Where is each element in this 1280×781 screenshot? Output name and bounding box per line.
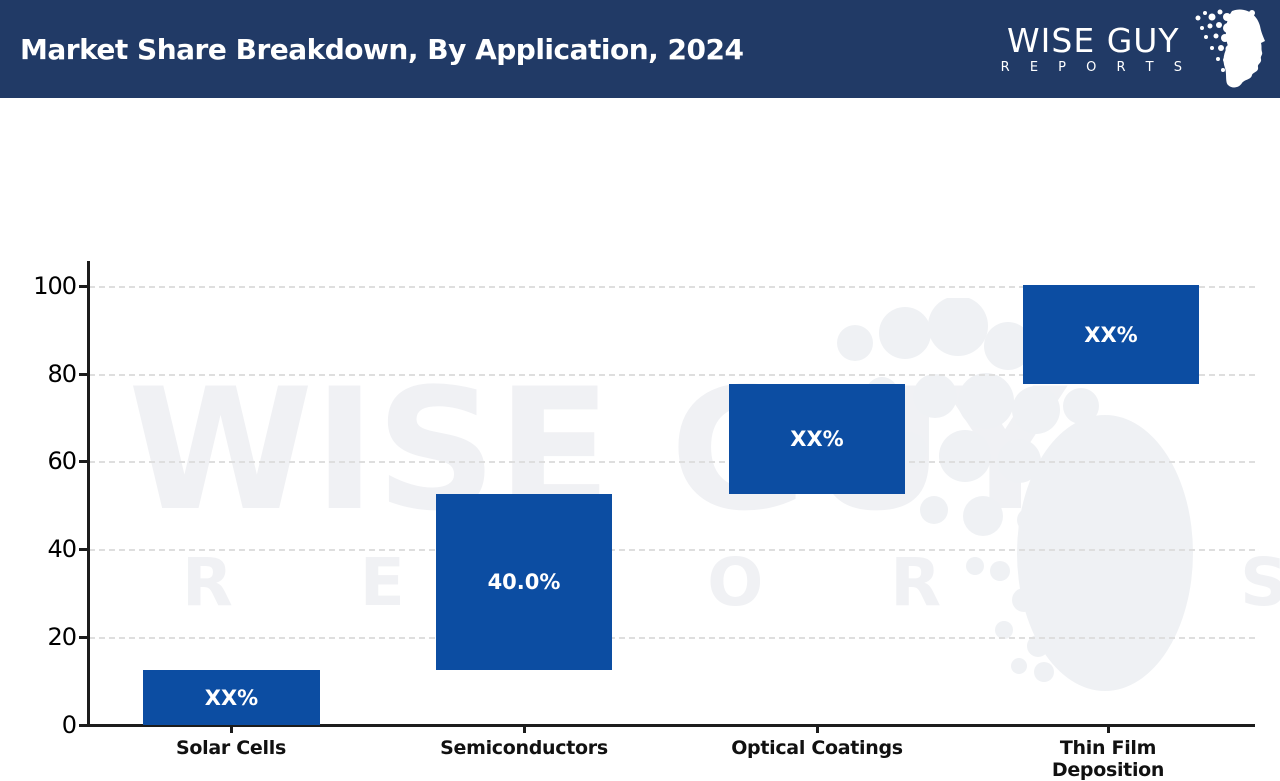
y-tick-label: 0 xyxy=(61,711,77,739)
bar-semiconductors: 40.0% xyxy=(436,494,612,670)
brand-wordmark: WISE GUY R E P O R T S xyxy=(997,20,1190,75)
face-dots-icon xyxy=(1192,4,1266,94)
bar-solar-cells: XX% xyxy=(143,670,320,725)
bar-value-label: 40.0% xyxy=(487,570,561,594)
gridline xyxy=(89,461,1255,463)
category-label-thin-film-deposition: Thin Film Deposition xyxy=(1051,737,1165,781)
y-tick-label: 60 xyxy=(47,447,77,475)
brand-logo: WISE GUY R E P O R T S xyxy=(997,4,1266,94)
header-bar: Market Share Breakdown, By Application, … xyxy=(0,0,1280,98)
category-label-optical-coatings: Optical Coatings xyxy=(731,737,903,759)
gridline xyxy=(89,637,1255,639)
x-tick-mark xyxy=(523,726,526,733)
page-title: Market Share Breakdown, By Application, … xyxy=(20,32,744,66)
y-tick-mark xyxy=(79,460,87,463)
y-tick-label: 40 xyxy=(47,535,77,563)
chart-area: WISE GUY R E P O R T S xyxy=(0,98,1280,781)
category-label-solar-cells: Solar Cells xyxy=(176,737,286,759)
bar-value-label: XX% xyxy=(790,427,844,451)
y-tick-label: 20 xyxy=(47,623,77,651)
category-label-semiconductors: Semiconductors xyxy=(440,737,608,759)
gridline xyxy=(89,286,1255,288)
gridline xyxy=(89,374,1255,376)
y-tick-mark xyxy=(79,285,87,288)
y-tick-mark xyxy=(79,724,87,727)
x-tick-mark xyxy=(816,726,819,733)
bar-thin-film-deposition: XX% xyxy=(1023,285,1199,384)
x-tick-mark xyxy=(1107,726,1110,733)
bar-optical-coatings: XX% xyxy=(729,384,905,494)
y-axis-line xyxy=(87,261,90,726)
watermark-face-dots-icon xyxy=(810,296,1280,702)
x-tick-mark xyxy=(230,726,233,733)
bar-value-label: XX% xyxy=(204,685,259,710)
y-tick-label: 80 xyxy=(47,360,77,388)
brand-subtitle: R E P O R T S xyxy=(1000,59,1190,75)
y-tick-label: 100 xyxy=(33,272,77,300)
y-tick-mark xyxy=(79,548,87,551)
brand-name: WISE GUY xyxy=(1007,20,1180,60)
y-tick-mark xyxy=(79,373,87,376)
gridline xyxy=(89,549,1255,551)
bar-value-label: XX% xyxy=(1084,322,1138,347)
y-tick-mark xyxy=(79,636,87,639)
